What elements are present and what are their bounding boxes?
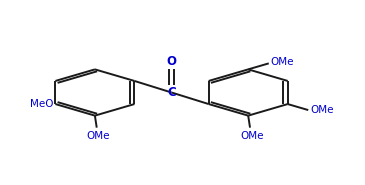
Text: O: O — [166, 55, 177, 68]
Text: OMe: OMe — [240, 131, 264, 141]
Text: MeO: MeO — [30, 99, 54, 109]
Text: OMe: OMe — [87, 131, 110, 141]
Text: OMe: OMe — [310, 105, 334, 115]
Text: C: C — [167, 86, 176, 99]
Text: OMe: OMe — [270, 57, 294, 68]
